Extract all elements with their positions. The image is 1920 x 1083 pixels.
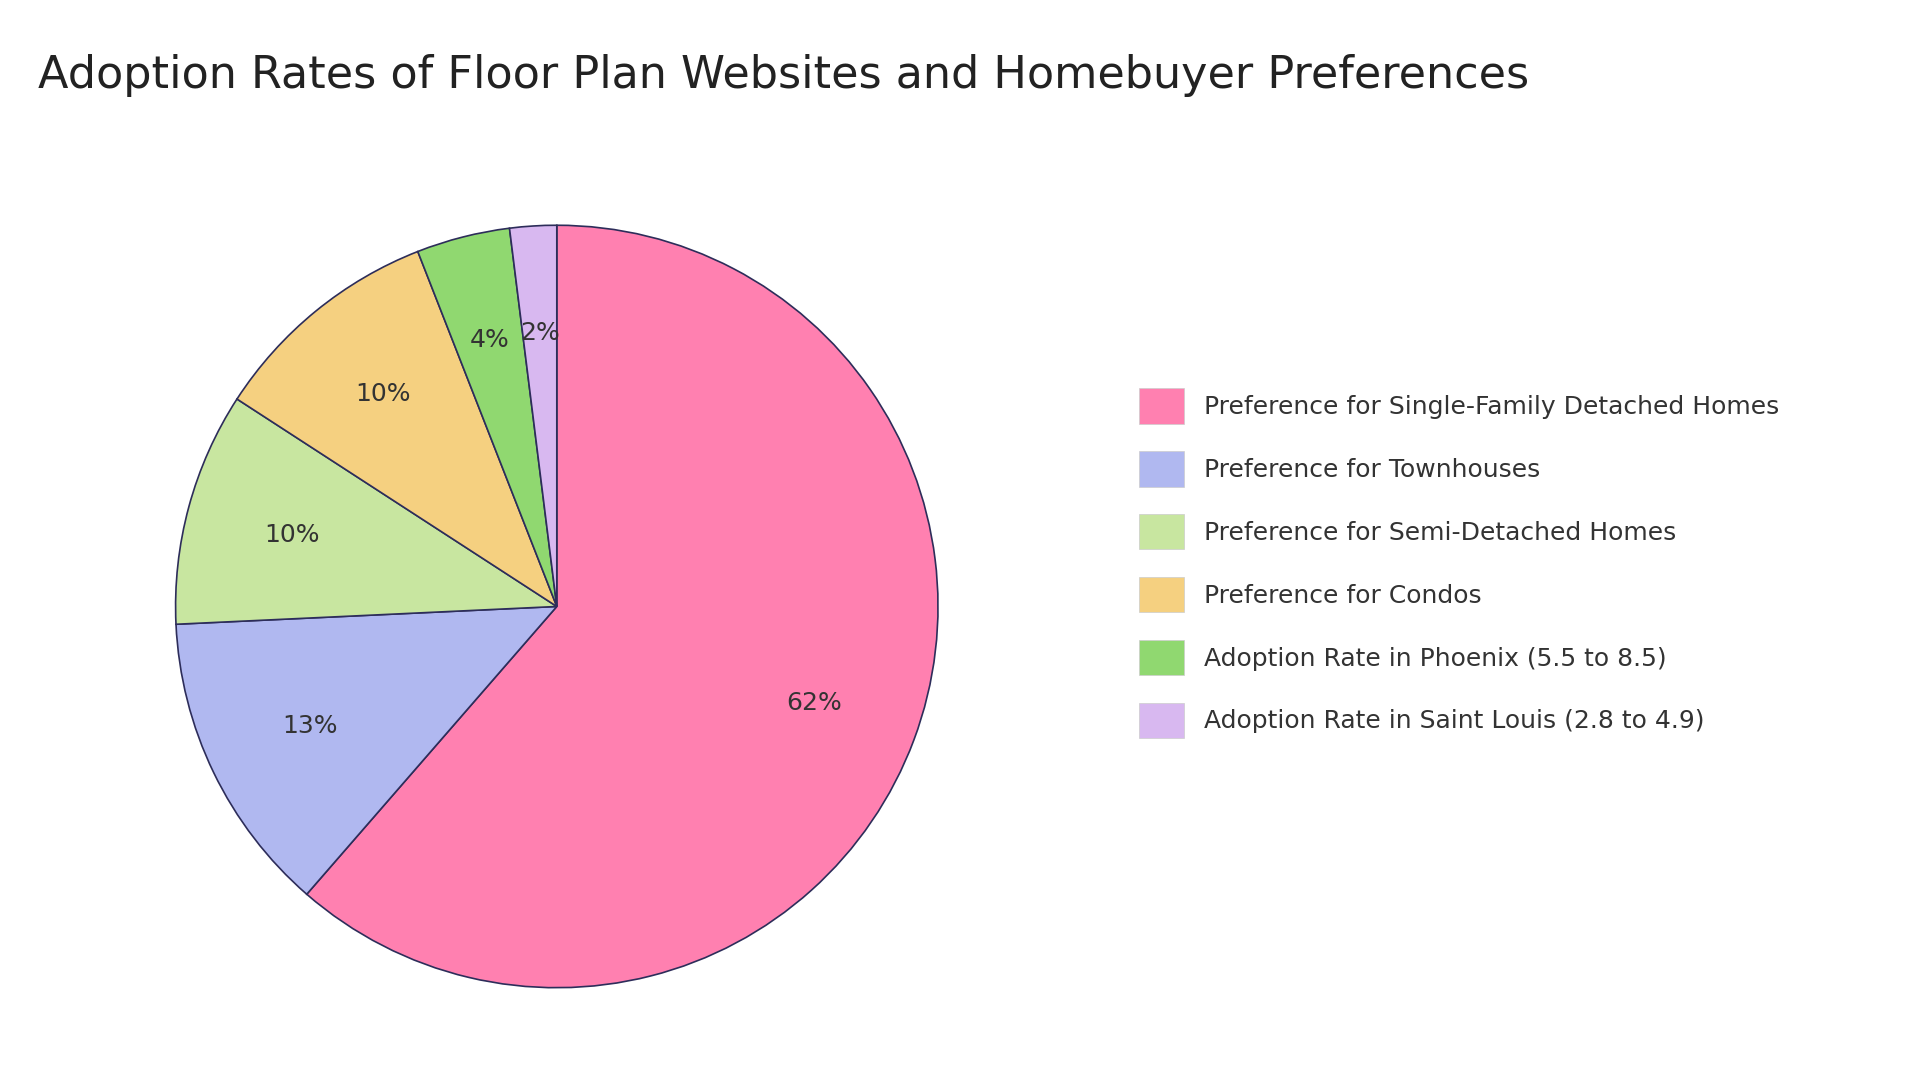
Wedge shape xyxy=(177,606,557,895)
Text: Adoption Rates of Floor Plan Websites and Homebuyer Preferences: Adoption Rates of Floor Plan Websites an… xyxy=(38,54,1530,97)
Wedge shape xyxy=(307,225,939,988)
Wedge shape xyxy=(419,229,557,606)
Text: 62%: 62% xyxy=(785,691,841,715)
Legend: Preference for Single-Family Detached Homes, Preference for Townhouses, Preferen: Preference for Single-Family Detached Ho… xyxy=(1127,376,1791,751)
Text: 4%: 4% xyxy=(468,328,509,352)
Wedge shape xyxy=(175,399,557,624)
Text: 2%: 2% xyxy=(520,321,559,344)
Text: 13%: 13% xyxy=(282,714,338,739)
Text: 10%: 10% xyxy=(355,382,411,406)
Wedge shape xyxy=(236,251,557,606)
Wedge shape xyxy=(509,225,557,606)
Text: 10%: 10% xyxy=(265,523,319,547)
